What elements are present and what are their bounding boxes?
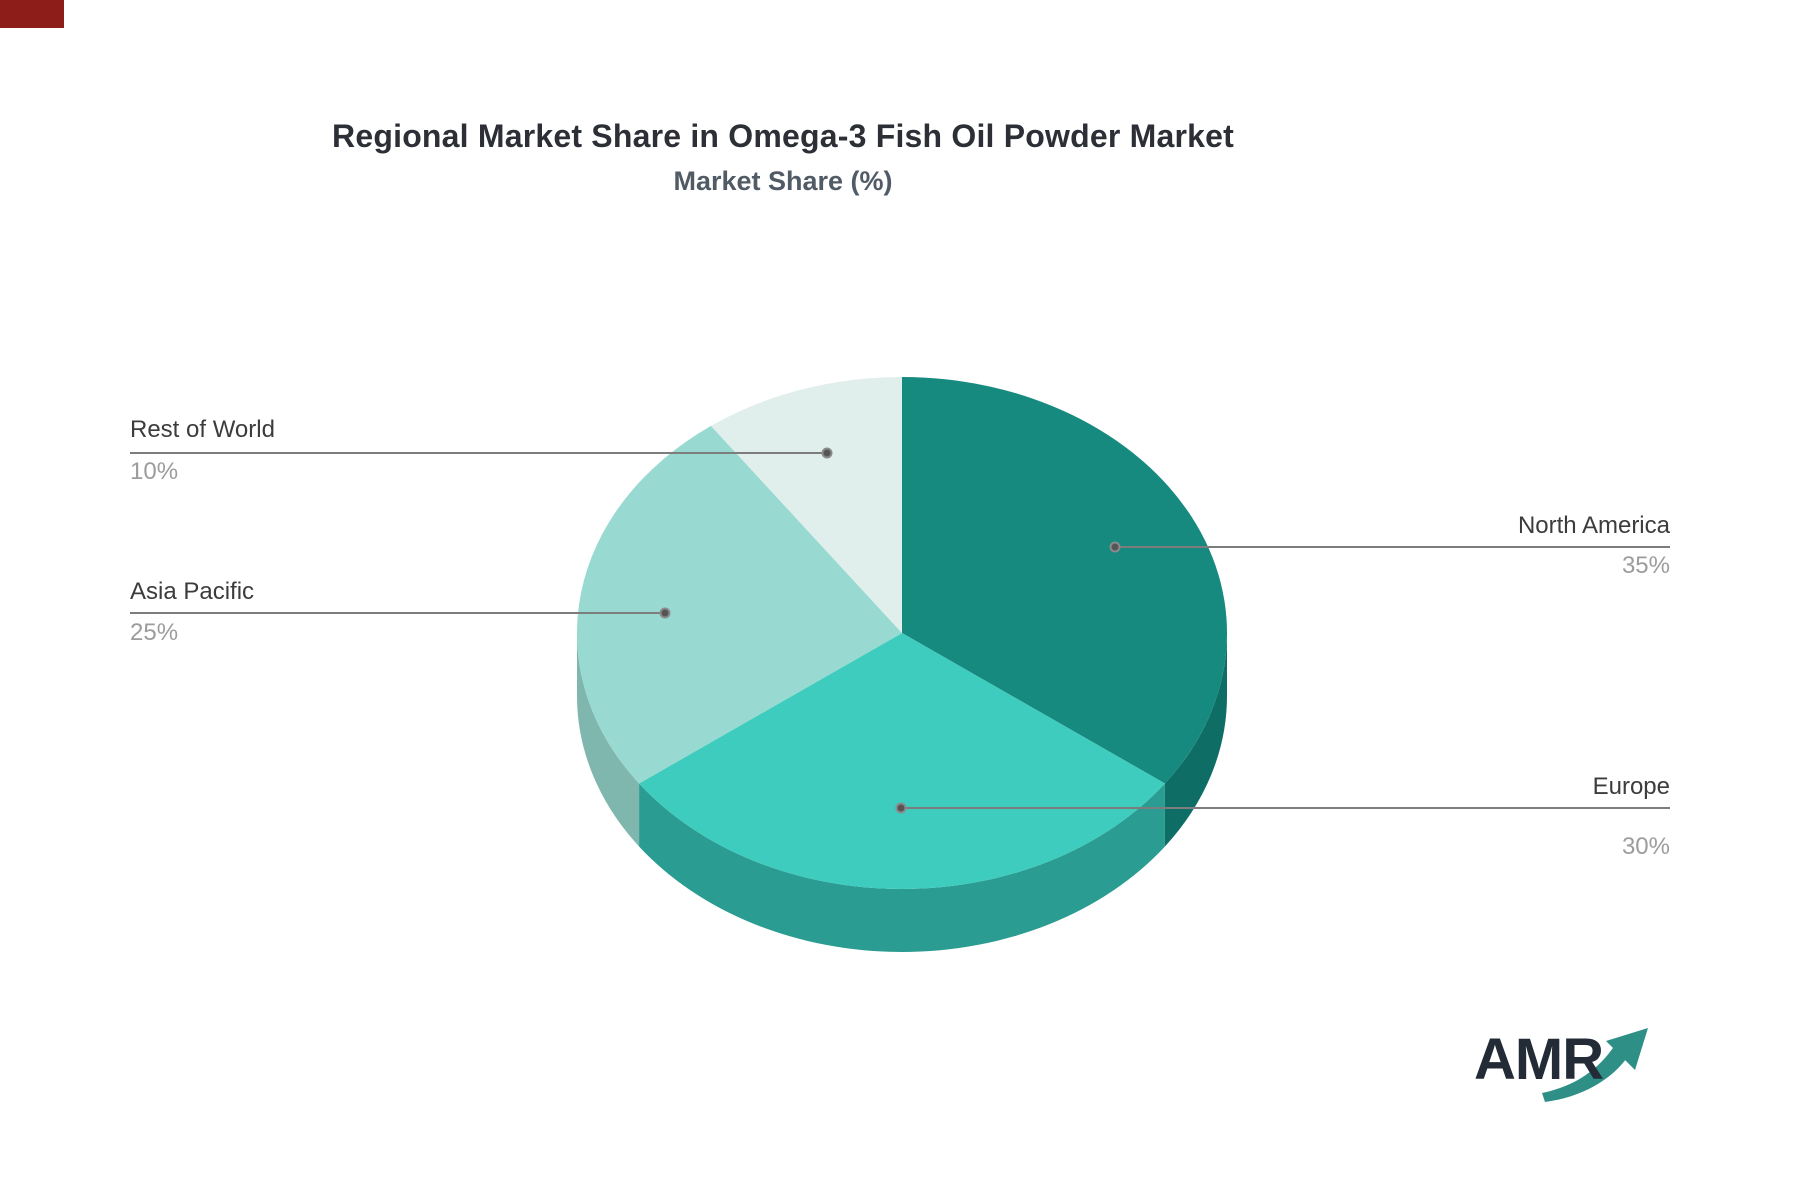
top-left-red-mark	[0, 0, 64, 28]
leader-dot-rest-of-world	[821, 447, 833, 459]
pie-slice-rest-of-world[interactable]	[710, 377, 902, 633]
callout-value-asia-pacific: 25%	[130, 619, 179, 646]
chart-subtitle: Market Share (%)	[673, 166, 893, 196]
callout-label-rest-of-world: Rest of World	[130, 416, 275, 443]
leader-dot-asia-pacific	[659, 607, 671, 619]
callout-label-europe: Europe	[1592, 773, 1670, 800]
leader-lines	[130, 447, 1670, 814]
pie-chart	[577, 377, 1227, 952]
callout-value-north-america: 35%	[1621, 552, 1670, 579]
pie-slice-asia-pacific[interactable]	[577, 425, 902, 784]
pie-slice-europe[interactable]	[639, 633, 1165, 889]
pie-slice-side-europe	[639, 783, 1165, 952]
pie-slice-north-america[interactable]	[902, 377, 1227, 784]
callout-label-north-america: North America	[1517, 512, 1670, 539]
amr-logo: AMR	[1474, 1027, 1604, 1092]
chart-title: Regional Market Share in Omega-3 Fish Oi…	[332, 118, 1234, 154]
amr-logo-arrow	[1542, 1028, 1648, 1102]
callout-value-rest-of-world: 10%	[130, 458, 179, 485]
leader-dot-north-america	[1109, 541, 1121, 553]
callout-value-europe: 30%	[1621, 833, 1670, 860]
leader-dot-europe	[895, 802, 907, 814]
pie-slice-side-asia-pacific	[577, 633, 640, 847]
callout-label-asia-pacific: Asia Pacific	[130, 578, 255, 605]
pie-slice-side-north-america	[1164, 633, 1227, 847]
